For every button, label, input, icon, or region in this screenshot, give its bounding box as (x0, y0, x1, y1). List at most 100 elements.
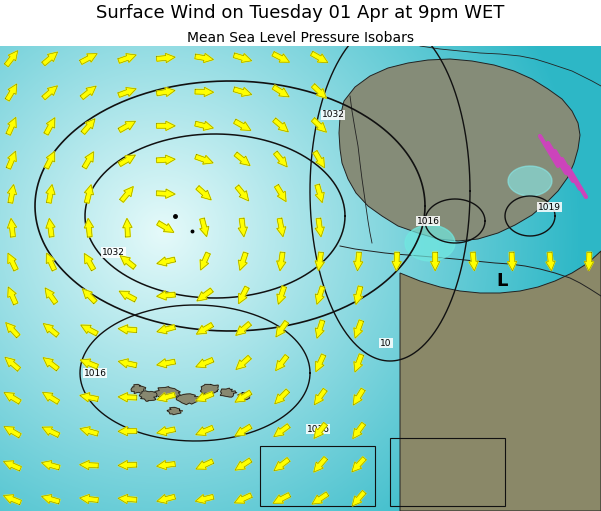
Polygon shape (276, 355, 288, 370)
Polygon shape (276, 218, 286, 237)
Polygon shape (44, 151, 55, 169)
Polygon shape (156, 53, 175, 63)
Polygon shape (354, 286, 363, 305)
Polygon shape (236, 321, 251, 335)
Polygon shape (196, 358, 214, 367)
Polygon shape (353, 252, 363, 271)
Polygon shape (460, 311, 601, 511)
Polygon shape (239, 252, 248, 270)
Polygon shape (84, 253, 96, 271)
Polygon shape (80, 427, 99, 436)
Polygon shape (275, 389, 290, 404)
Polygon shape (120, 187, 133, 202)
Text: Surface Wind on Tuesday 01 Apr at 9pm WET: Surface Wind on Tuesday 01 Apr at 9pm WE… (96, 4, 505, 22)
Polygon shape (81, 119, 95, 134)
Polygon shape (273, 118, 288, 132)
Text: Mean Sea Level Pressure Isobars: Mean Sea Level Pressure Isobars (187, 31, 414, 45)
Text: 1019: 1019 (538, 202, 561, 212)
Polygon shape (80, 460, 99, 470)
Polygon shape (274, 424, 290, 437)
Polygon shape (315, 252, 325, 271)
Polygon shape (233, 87, 252, 97)
Polygon shape (123, 218, 132, 237)
Bar (260, 446, 375, 506)
Polygon shape (118, 121, 135, 132)
Polygon shape (156, 189, 175, 198)
Text: 1032: 1032 (322, 110, 344, 120)
Polygon shape (156, 87, 175, 97)
Polygon shape (119, 291, 136, 302)
Polygon shape (315, 218, 325, 237)
Polygon shape (4, 392, 21, 404)
Polygon shape (42, 52, 58, 66)
Polygon shape (277, 286, 287, 304)
Polygon shape (314, 423, 328, 438)
Polygon shape (5, 357, 20, 371)
Text: 1016: 1016 (84, 368, 106, 378)
Polygon shape (5, 84, 17, 101)
Polygon shape (234, 493, 252, 503)
Polygon shape (176, 394, 200, 405)
Polygon shape (234, 119, 251, 130)
Polygon shape (469, 252, 478, 271)
Polygon shape (314, 456, 328, 472)
Polygon shape (118, 494, 137, 504)
Polygon shape (313, 151, 325, 168)
Polygon shape (45, 288, 58, 305)
Polygon shape (196, 459, 214, 469)
Polygon shape (197, 288, 213, 301)
Polygon shape (80, 392, 99, 402)
Polygon shape (339, 59, 580, 241)
Polygon shape (118, 325, 137, 334)
Text: 10: 10 (380, 338, 392, 347)
Polygon shape (200, 252, 210, 270)
Polygon shape (156, 155, 175, 165)
Polygon shape (118, 87, 136, 97)
Polygon shape (80, 54, 97, 64)
Polygon shape (4, 461, 22, 471)
Polygon shape (157, 121, 175, 130)
Polygon shape (311, 52, 328, 62)
Polygon shape (131, 384, 145, 393)
Polygon shape (6, 322, 20, 338)
Polygon shape (7, 184, 17, 203)
Polygon shape (6, 118, 16, 135)
Polygon shape (196, 185, 211, 200)
Polygon shape (157, 257, 175, 266)
Polygon shape (7, 218, 17, 237)
Polygon shape (352, 491, 366, 506)
Polygon shape (139, 391, 157, 401)
Polygon shape (276, 320, 288, 337)
Polygon shape (118, 54, 136, 63)
Polygon shape (42, 86, 58, 100)
Polygon shape (41, 495, 60, 504)
Polygon shape (81, 86, 96, 100)
Polygon shape (195, 121, 213, 130)
Polygon shape (238, 392, 251, 400)
Polygon shape (584, 252, 594, 271)
Text: L: L (496, 272, 508, 290)
Polygon shape (316, 320, 325, 338)
Polygon shape (43, 323, 59, 337)
Polygon shape (81, 325, 98, 336)
Polygon shape (354, 354, 364, 372)
Polygon shape (195, 54, 213, 62)
Polygon shape (400, 251, 601, 511)
Polygon shape (118, 460, 137, 470)
Polygon shape (167, 407, 183, 415)
Polygon shape (118, 359, 137, 368)
Polygon shape (236, 355, 251, 369)
Polygon shape (4, 427, 21, 438)
Polygon shape (220, 388, 237, 397)
Polygon shape (4, 51, 17, 67)
Polygon shape (6, 151, 16, 169)
Polygon shape (195, 154, 213, 164)
Polygon shape (46, 253, 56, 271)
Polygon shape (8, 253, 18, 271)
Polygon shape (157, 291, 175, 300)
Polygon shape (316, 286, 325, 304)
Polygon shape (118, 427, 136, 436)
Polygon shape (238, 218, 248, 237)
Polygon shape (43, 358, 59, 371)
Polygon shape (276, 252, 286, 271)
